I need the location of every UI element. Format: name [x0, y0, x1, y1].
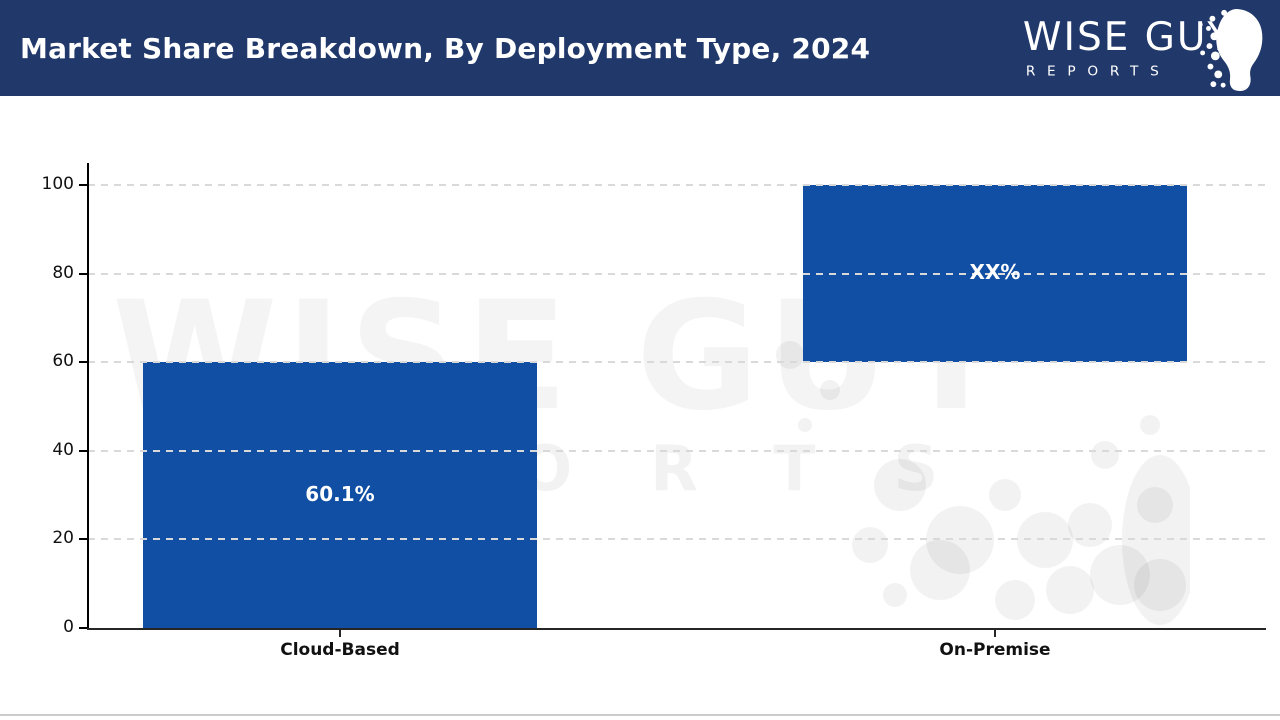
- y-tick-80: [79, 272, 87, 275]
- y-tick-label-100: 100: [41, 174, 74, 194]
- bottom-divider: [0, 714, 1280, 716]
- wise-guy-reports-logo: WISE GUY REPORTS: [1023, 8, 1263, 91]
- logo-subtitle: REPORTS: [1026, 63, 1171, 79]
- y-tick-0: [79, 627, 87, 629]
- y-tick-40: [79, 449, 87, 452]
- logo-wordmark: WISE GUY: [1023, 15, 1233, 60]
- bar-value-label-on-premise: XX%: [969, 260, 1021, 285]
- x-axis-spine: [87, 628, 1266, 630]
- y-tick-20: [79, 538, 87, 541]
- gridline-y-80: [88, 272, 1266, 275]
- gridline-y-100: [88, 184, 1266, 186]
- x-category-label-cloud-based: Cloud-Based: [280, 640, 400, 660]
- y-tick-label-0: 0: [63, 617, 74, 637]
- y-tick-60: [79, 361, 87, 364]
- header-bar: Market Share Breakdown, By Deployment Ty…: [0, 0, 1280, 96]
- gridline-y-40: [88, 449, 1266, 452]
- gridline-y-20: [88, 538, 1266, 541]
- y-tick-100: [79, 184, 87, 186]
- y-tick-label-40: 40: [52, 439, 74, 460]
- bar-value-label-cloud-based: 60.1%: [305, 481, 375, 506]
- gridline-y-60: [88, 361, 1266, 364]
- y-tick-label-60: 60: [52, 351, 74, 372]
- x-category-label-on-premise: On-Premise: [939, 640, 1051, 660]
- y-tick-label-20: 20: [52, 528, 74, 549]
- y-tick-label-80: 80: [52, 262, 74, 283]
- x-tick-on-premise: [994, 630, 996, 637]
- chart-canvas: WISE GUY REPORTS 60.1%Cloud-BasedXX%On-P…: [0, 96, 1280, 720]
- page-title: Market Share Breakdown, By Deployment Ty…: [20, 31, 871, 65]
- bar-cloud-based: [143, 361, 537, 628]
- logo-face-icon: [1198, 8, 1263, 91]
- y-axis-spine: [87, 163, 89, 630]
- x-tick-cloud-based: [339, 630, 341, 637]
